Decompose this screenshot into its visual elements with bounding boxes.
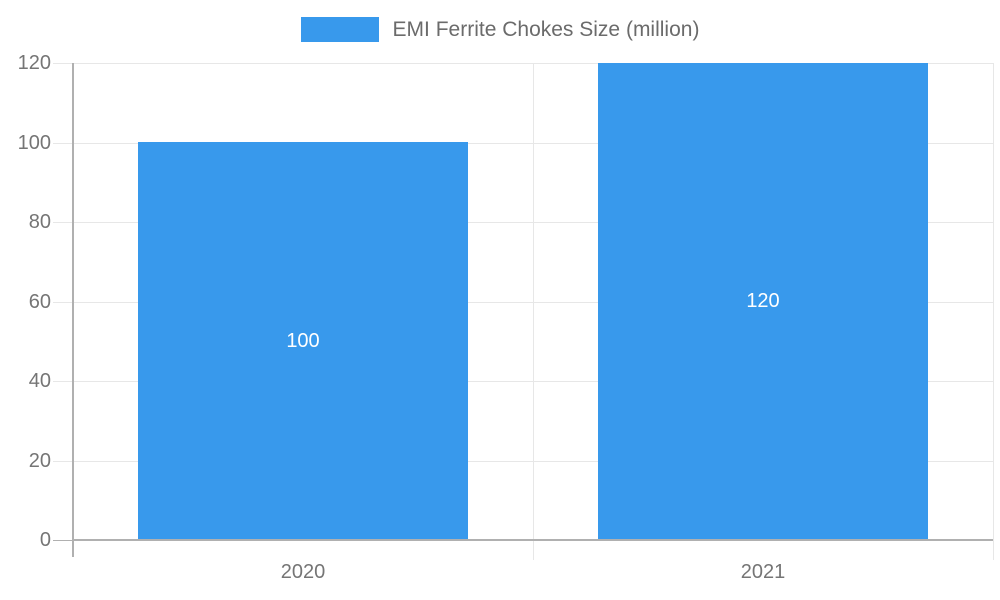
x-axis-tick	[533, 540, 534, 560]
y-axis-tick	[53, 540, 73, 541]
chart-legend: EMI Ferrite Chokes Size (million)	[0, 17, 1000, 42]
y-axis-tick-label: 0	[39, 529, 51, 551]
x-axis-tick-label: 2021	[740, 561, 786, 583]
bar-2020[interactable]: 100	[138, 142, 468, 540]
y-axis-tick	[53, 381, 73, 382]
legend-label: EMI Ferrite Chokes Size (million)	[392, 18, 700, 41]
y-axis-tick	[53, 461, 73, 462]
legend-item[interactable]: EMI Ferrite Chokes Size (million)	[300, 17, 700, 42]
y-axis-tick	[53, 63, 73, 64]
bar-value-label: 100	[286, 329, 320, 352]
x-axis-tick	[993, 540, 994, 560]
y-axis-tick-label: 120	[17, 52, 51, 74]
y-axis-tick	[53, 222, 73, 223]
y-axis-line	[72, 63, 74, 557]
y-axis-tick-label: 40	[28, 370, 51, 392]
y-axis-tick-label: 80	[28, 211, 51, 233]
y-axis-tick	[53, 143, 73, 144]
y-axis-tick-label: 60	[28, 291, 51, 313]
bar-value-label: 120	[746, 290, 780, 312]
plot-right-border	[993, 63, 994, 540]
y-axis-tick-label: 100	[17, 132, 51, 154]
x-axis-line	[73, 539, 993, 541]
legend-swatch-icon	[300, 17, 379, 42]
bar-2021[interactable]: 120	[598, 63, 928, 540]
y-axis-tick	[53, 302, 73, 303]
y-axis-tick-label: 20	[28, 450, 51, 472]
x-axis-tick-label: 2020	[280, 561, 326, 583]
category-boundary-line	[533, 63, 534, 540]
